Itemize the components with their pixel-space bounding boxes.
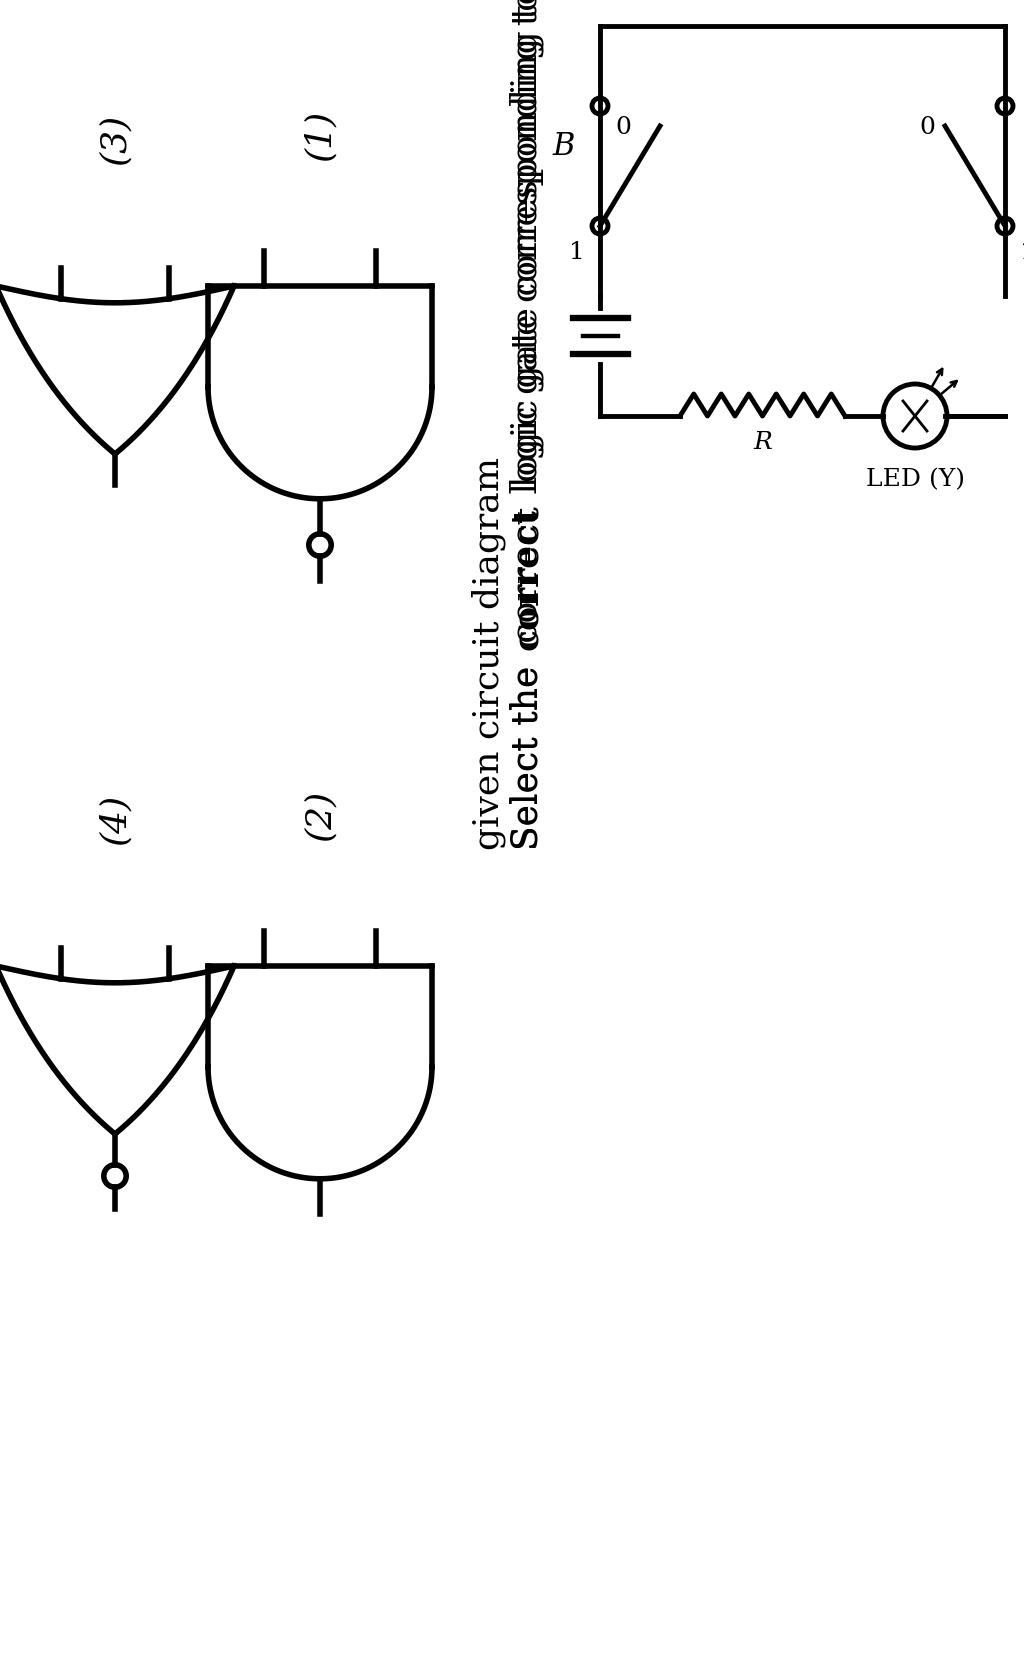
Text: 1: 1 [569, 242, 585, 263]
Text: 0: 0 [615, 117, 631, 138]
Text: (4): (4) [98, 795, 132, 845]
Text: B: B [553, 130, 575, 162]
Text: (3): (3) [98, 113, 132, 165]
Text: R: R [753, 431, 772, 455]
Text: (1): (1) [303, 110, 337, 162]
Text: Select the  correct  logic gate corresponding to the: Select the correct logic gate correspond… [510, 0, 545, 850]
Text: (2): (2) [303, 790, 337, 841]
Text: 1: 1 [1020, 242, 1024, 263]
Text: correct: correct [510, 505, 544, 650]
Text: given circuit diagram: given circuit diagram [472, 456, 507, 850]
Text: LED (Y): LED (Y) [865, 468, 965, 491]
Text: logic gate corresponding to the: logic gate corresponding to the [510, 0, 545, 505]
Text: 0: 0 [920, 117, 935, 138]
Text: Select the: Select the [510, 655, 544, 850]
